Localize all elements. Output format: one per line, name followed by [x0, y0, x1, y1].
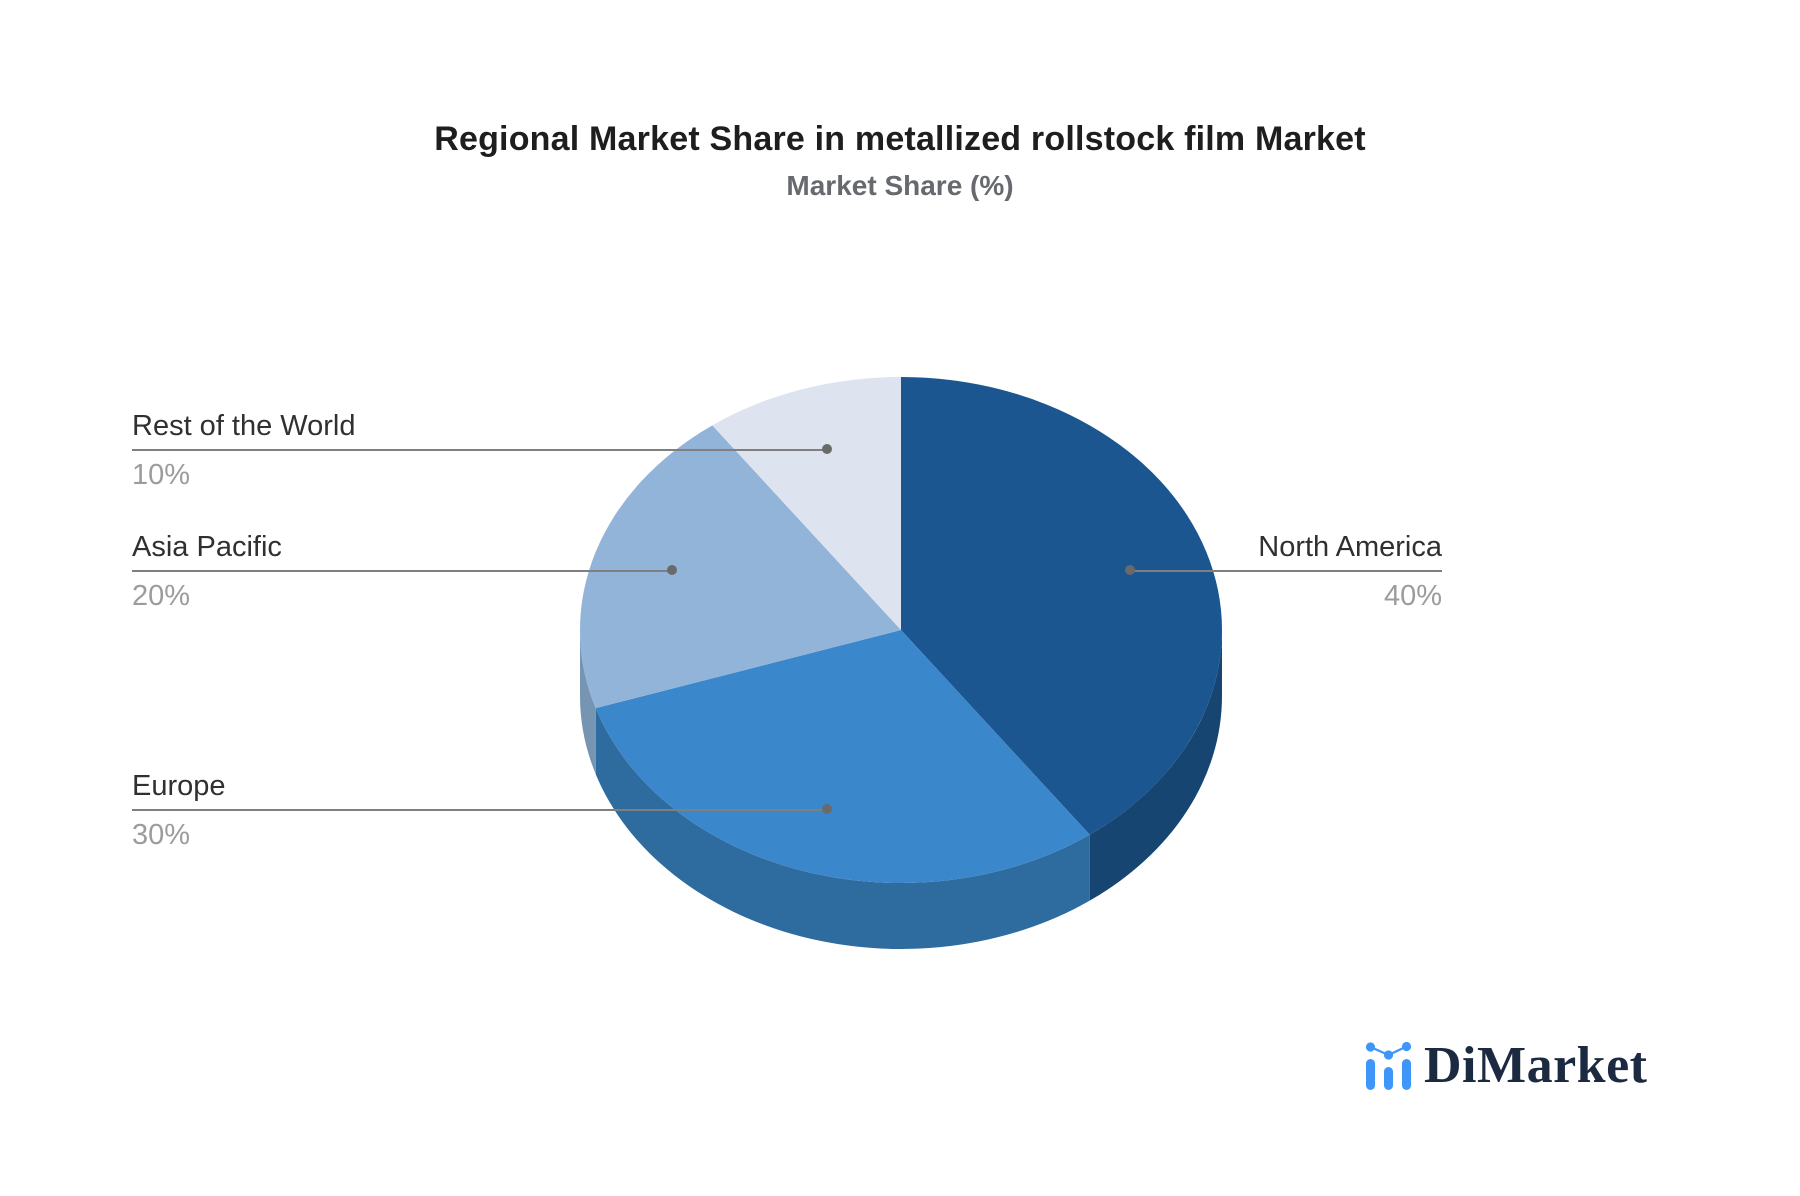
slice-label: North America [1258, 531, 1442, 564]
chart-subtitle: Market Share (%) [786, 170, 1014, 201]
leader-dot [1124, 565, 1135, 576]
slice-value: 20% [132, 580, 191, 613]
slice-value: 10% [132, 458, 191, 491]
leader-dot [667, 565, 678, 576]
brand-logo: DiMarket [1364, 1040, 1647, 1092]
leader-dot [821, 804, 832, 815]
leader-line [132, 565, 678, 576]
chart-title: Regional Market Share in metallized roll… [434, 120, 1366, 158]
leader-line [132, 804, 832, 815]
slice-label: Rest of the World [132, 409, 356, 442]
leader-line [1124, 565, 1442, 576]
bar-line-chart-icon [1365, 1042, 1412, 1090]
slice-value: 40% [1383, 580, 1442, 613]
leader-line [132, 443, 832, 454]
slice-label: Asia Pacific [132, 531, 282, 564]
slice-label: Europe [132, 770, 226, 803]
brand-logo-text: DiMarket [1424, 1037, 1648, 1094]
leader-dot [821, 443, 832, 454]
slice-value: 30% [132, 819, 191, 852]
